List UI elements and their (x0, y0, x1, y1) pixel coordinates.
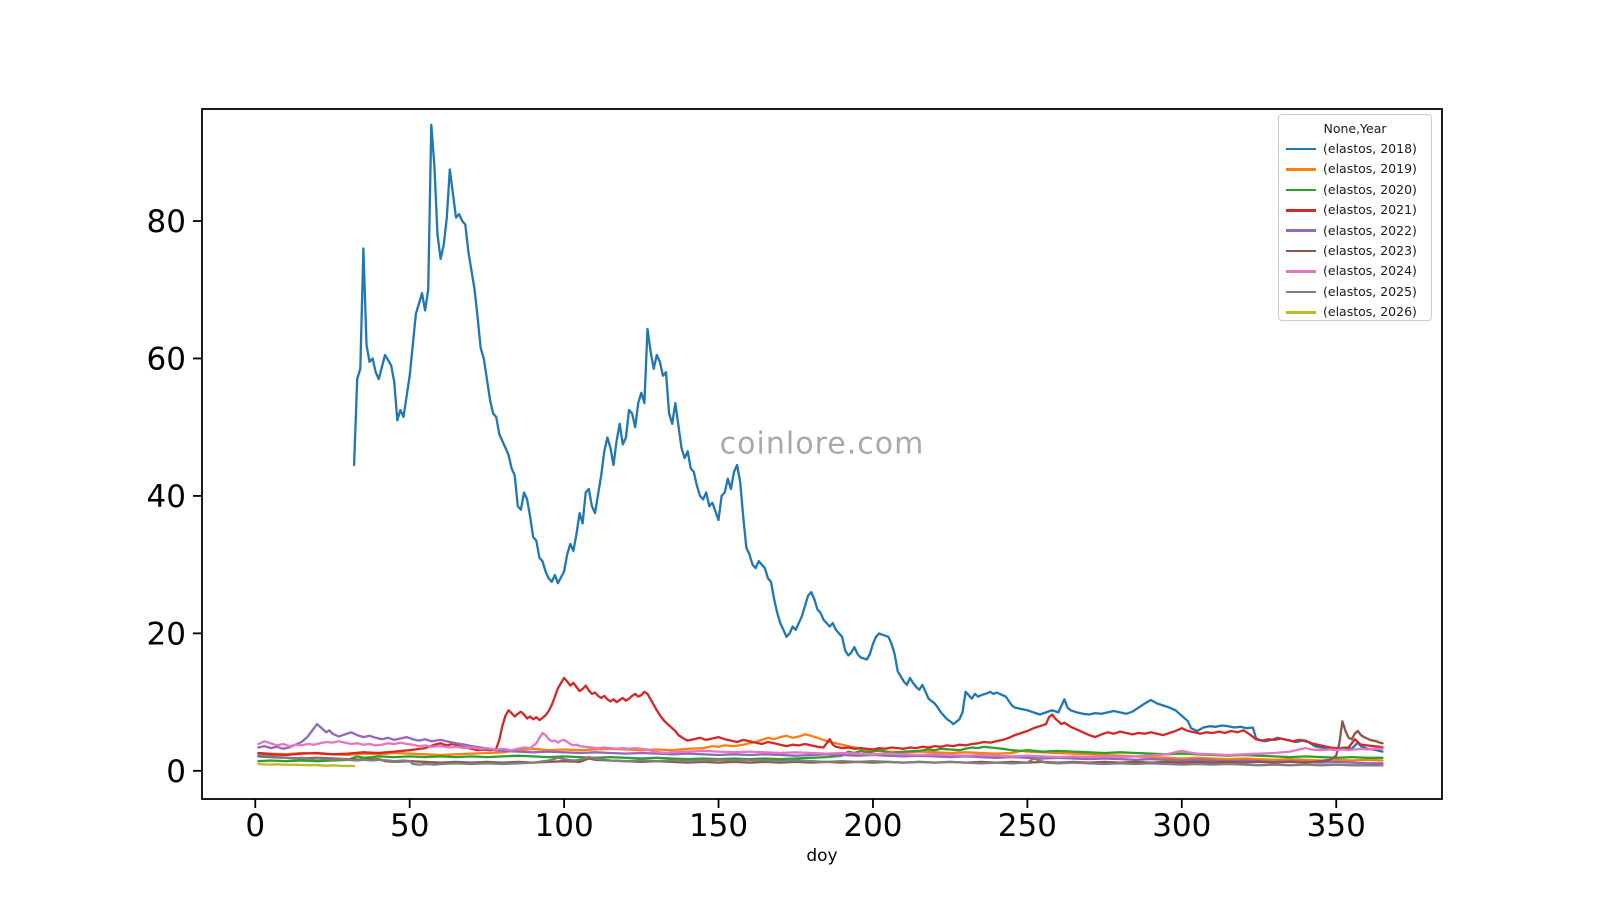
legend-item-2025: (elastos, 2025) (1279, 282, 1431, 302)
legend-item-2019: (elastos, 2019) (1279, 159, 1431, 179)
series-line-2018 (352, 123, 1384, 753)
legend-line-swatch (1286, 209, 1316, 212)
legend-item-2023: (elastos, 2023) (1279, 241, 1431, 261)
legend-line-swatch (1286, 311, 1316, 314)
legend-item-2021: (elastos, 2021) (1279, 200, 1431, 220)
x-tick-label: 0 (245, 808, 265, 844)
legend-item-2026: (elastos, 2026) (1279, 302, 1431, 322)
legend-item-label: (elastos, 2026) (1323, 304, 1417, 320)
x-tick-label: 200 (843, 808, 902, 844)
legend-line-swatch (1286, 188, 1316, 192)
x-tick-label: 250 (998, 808, 1057, 844)
legend-line-swatch (1286, 168, 1316, 171)
legend-item-label: (elastos, 2018) (1323, 140, 1417, 156)
series-line-2022 (257, 722, 1384, 765)
legend-item-label: (elastos, 2022) (1323, 222, 1417, 238)
legend-item-label: (elastos, 2023) (1323, 242, 1417, 258)
legend-item-2022: (elastos, 2022) (1279, 221, 1431, 241)
x-tick-label: 150 (689, 808, 748, 844)
legend: None,Year (elastos, 2018) (elastos, 2019)… (1278, 114, 1432, 321)
x-tick-label: 300 (1152, 808, 1211, 844)
x-tick-label: 350 (1307, 808, 1366, 844)
y-tick-label: 0 (166, 754, 186, 790)
series-line-2020 (257, 745, 1384, 763)
y-tick-label: 80 (147, 204, 186, 240)
plot-border (201, 108, 1443, 800)
legend-item-2020: (elastos, 2020) (1279, 180, 1431, 200)
x-tick-label: 100 (535, 808, 594, 844)
legend-item-label: (elastos, 2019) (1323, 161, 1417, 177)
legend-line-swatch (1286, 229, 1316, 233)
x-axis-label: doy (806, 846, 838, 866)
legend-item-2018: (elastos, 2018) (1279, 139, 1431, 159)
legend-line-swatch (1286, 270, 1316, 273)
series-line-2021 (257, 676, 1384, 757)
series-line-2019 (257, 733, 1384, 762)
legend-line-swatch (1286, 249, 1316, 253)
legend-item-label: (elastos, 2020) (1323, 181, 1417, 197)
legend-title: None,Year (1323, 121, 1387, 136)
y-tick-label: 20 (147, 616, 186, 652)
legend-item-label: (elastos, 2025) (1323, 283, 1417, 299)
watermark: coinlore.com (719, 426, 925, 462)
x-tick-label: 50 (390, 808, 429, 844)
legend-line-swatch (1286, 290, 1316, 294)
legend-items: (elastos, 2018) (elastos, 2019) (elastos, … (1279, 139, 1431, 323)
series-line-2026 (257, 762, 356, 768)
legend-item-label: (elastos, 2021) (1323, 202, 1417, 218)
legend-item-label: (elastos, 2024) (1323, 263, 1417, 279)
y-tick-label: 60 (147, 341, 186, 377)
legend-item-2024: (elastos, 2024) (1279, 261, 1431, 281)
legend-line-swatch (1286, 147, 1316, 151)
y-tick-label: 40 (147, 479, 186, 515)
series-line-2024 (257, 731, 1384, 759)
series-line-2025 (257, 753, 1384, 767)
